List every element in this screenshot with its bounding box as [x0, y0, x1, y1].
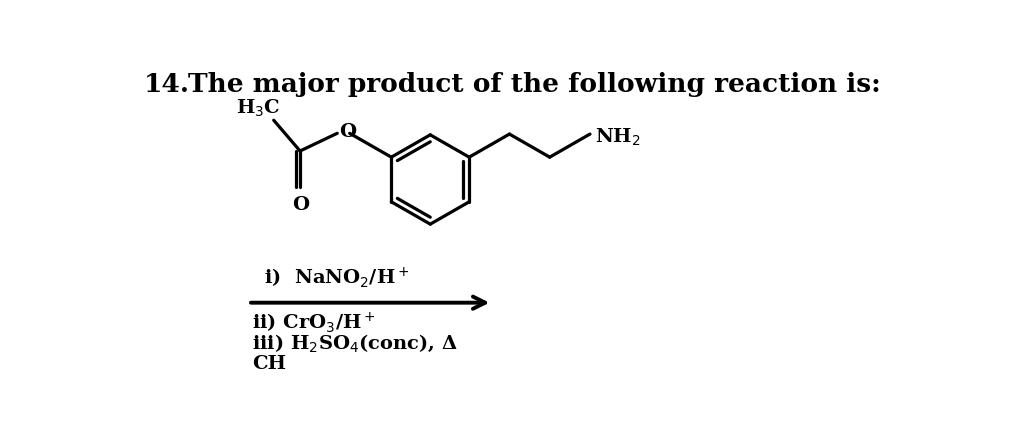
Text: ii) CrO$_3$/H$^+$: ii) CrO$_3$/H$^+$ [252, 310, 376, 335]
Text: NH$_2$: NH$_2$ [595, 126, 640, 148]
Text: 14.: 14. [143, 73, 189, 97]
Text: O: O [339, 123, 356, 141]
Text: CH: CH [252, 355, 286, 373]
Text: i)  NaNO$_2$/H$^+$: i) NaNO$_2$/H$^+$ [263, 266, 409, 290]
Text: iii) H$_2$SO$_4$(conc), Δ: iii) H$_2$SO$_4$(conc), Δ [252, 332, 458, 354]
Text: The major product of the following reaction is:: The major product of the following react… [188, 73, 882, 97]
Text: H$_3$C: H$_3$C [237, 98, 281, 119]
Text: O: O [292, 196, 309, 215]
